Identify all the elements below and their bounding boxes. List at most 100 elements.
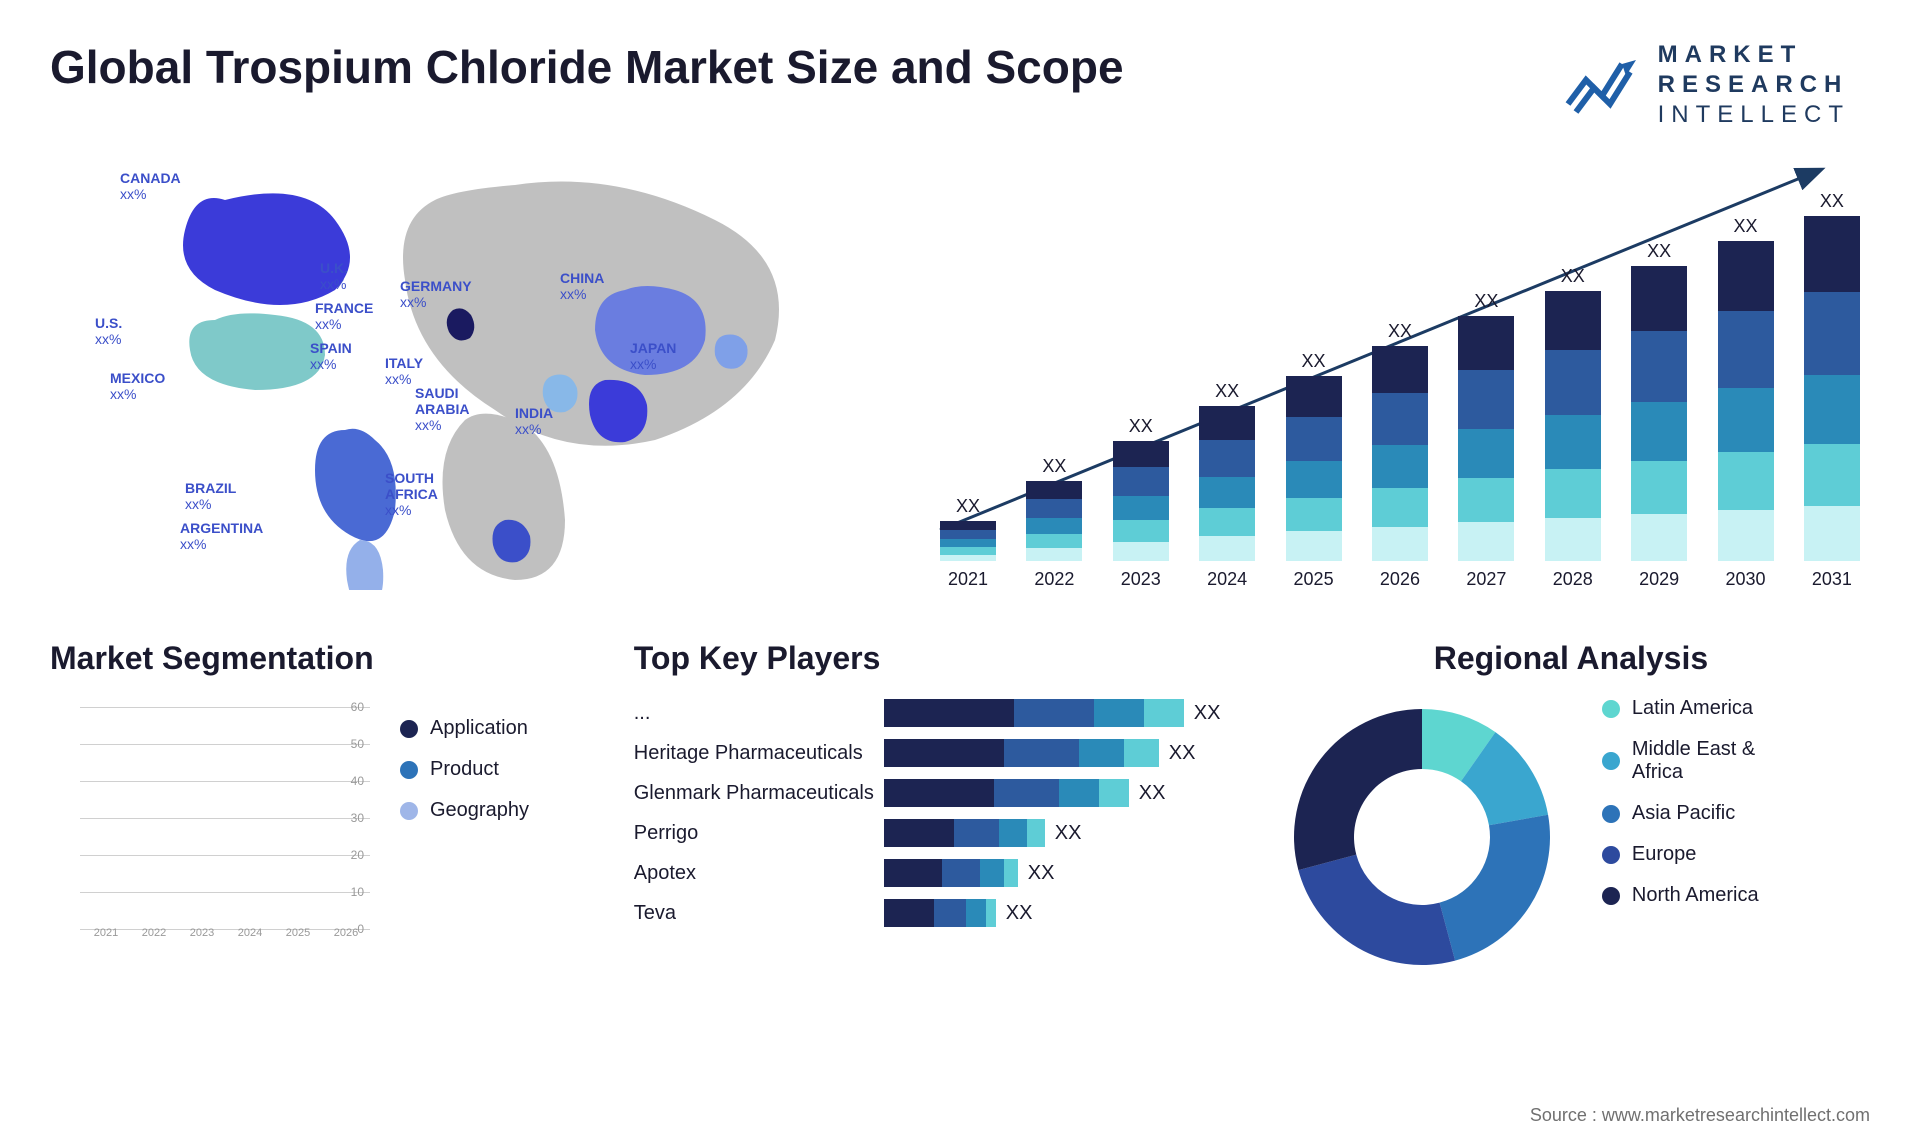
seg-xlabel: 2025 xyxy=(286,927,310,939)
trend-bar-year: 2029 xyxy=(1639,569,1679,590)
seg-bar-2026: 2026 xyxy=(331,923,361,939)
seg-bar-2023: 2023 xyxy=(187,923,217,939)
seg-xlabel: 2024 xyxy=(238,927,262,939)
seg-bar-2021: 2021 xyxy=(91,923,121,939)
logo-icon xyxy=(1564,52,1644,118)
kp-label: Perrigo xyxy=(634,822,884,845)
trend-bar-value: XX xyxy=(1734,216,1758,237)
segmentation-legend: Application Product Geography xyxy=(400,697,529,840)
kp-value: XX xyxy=(1028,862,1055,885)
logo-line1: MARKET xyxy=(1658,40,1850,70)
segmentation-title: Market Segmentation xyxy=(50,640,594,677)
map-label-u-k-: U.K.xx% xyxy=(320,260,348,292)
regional-title: Regional Analysis xyxy=(1272,640,1870,677)
map-label-saudi-arabia: SAUDIARABIAxx% xyxy=(415,385,469,433)
map-label-india: INDIAxx% xyxy=(515,405,553,437)
brand-logo: MARKET RESEARCH INTELLECT xyxy=(1564,40,1870,130)
world-map-panel: CANADAxx% U.S.xx% MEXICOxx% BRAZILxx% ARGENT… xyxy=(50,160,900,590)
map-label-south-africa: SOUTHAFRICAxx% xyxy=(385,470,438,518)
trend-bar-year: 2025 xyxy=(1294,569,1334,590)
trend-bar-2021: XX 2021 xyxy=(940,496,996,590)
trend-bar-year: 2021 xyxy=(948,569,988,590)
logo-line3: INTELLECT xyxy=(1658,100,1850,130)
regional-legend-item: Asia Pacific xyxy=(1602,802,1802,825)
kp-value: XX xyxy=(1006,902,1033,925)
seg-legend-item: Geography xyxy=(400,799,529,822)
trend-bar-value: XX xyxy=(1474,291,1498,312)
page-title: Global Trospium Chloride Market Size and… xyxy=(50,40,1124,94)
seg-bar-2024: 2024 xyxy=(235,923,265,939)
source-attribution: Source : www.marketresearchintellect.com xyxy=(1530,1105,1870,1126)
map-label-mexico: MEXICOxx% xyxy=(110,370,165,402)
map-label-canada: CANADAxx% xyxy=(120,170,181,202)
trend-bar-value: XX xyxy=(1129,416,1153,437)
kp-row: Teva XX xyxy=(634,897,1232,929)
trend-bar-2029: XX 2029 xyxy=(1631,241,1687,590)
trend-bar-2022: XX 2022 xyxy=(1026,456,1082,590)
key-players-title: Top Key Players xyxy=(634,640,1232,677)
donut-slice xyxy=(1298,855,1455,965)
segmentation-panel: Market Segmentation 01020304050602021202… xyxy=(50,640,594,977)
seg-xlabel: 2026 xyxy=(334,927,358,939)
seg-legend-item: Application xyxy=(400,717,529,740)
segmentation-chart: 0102030405060202120222023202420252026 xyxy=(50,697,370,957)
kp-value: XX xyxy=(1169,742,1196,765)
donut-slice xyxy=(1439,815,1549,961)
seg-bar-2022: 2022 xyxy=(139,923,169,939)
map-label-japan: JAPANxx% xyxy=(630,340,676,372)
regional-donut xyxy=(1272,697,1572,977)
kp-row: Heritage Pharmaceuticals XX xyxy=(634,737,1232,769)
kp-value: XX xyxy=(1055,822,1082,845)
kp-value: XX xyxy=(1139,782,1166,805)
trend-bar-year: 2027 xyxy=(1466,569,1506,590)
seg-xlabel: 2023 xyxy=(190,927,214,939)
seg-legend-item: Product xyxy=(400,758,529,781)
trend-bar-2026: XX 2026 xyxy=(1372,321,1428,590)
map-label-u-s-: U.S.xx% xyxy=(95,315,122,347)
trend-bar-2025: XX 2025 xyxy=(1286,351,1342,590)
seg-xlabel: 2021 xyxy=(94,927,118,939)
trend-bar-value: XX xyxy=(1042,456,1066,477)
trend-bar-2031: XX2031 xyxy=(1804,191,1860,590)
trend-bar-2024: XX 2024 xyxy=(1199,381,1255,590)
kp-value: XX xyxy=(1194,702,1221,725)
trend-bar-2023: XX2023 xyxy=(1113,416,1169,590)
seg-bar-2025: 2025 xyxy=(283,923,313,939)
map-label-france: FRANCExx% xyxy=(315,300,373,332)
trend-bar-2027: XX 2027 xyxy=(1458,291,1514,590)
trend-bar-year: 2028 xyxy=(1553,569,1593,590)
kp-row: Glenmark Pharmaceuticals XX xyxy=(634,777,1232,809)
trend-bar-value: XX xyxy=(1215,381,1239,402)
regional-legend-item: North America xyxy=(1602,884,1802,907)
kp-label: Apotex xyxy=(634,862,884,885)
kp-row: ... XX xyxy=(634,697,1232,729)
kp-label: Glenmark Pharmaceuticals xyxy=(634,782,884,805)
trend-bar-value: XX xyxy=(956,496,980,517)
trend-bar-2030: XX 2030 xyxy=(1718,216,1774,590)
trend-bar-value: XX xyxy=(1647,241,1671,262)
key-players-chart: ...XXHeritage PharmaceuticalsXXGlenmark … xyxy=(634,697,1232,929)
regional-legend: Latin AmericaMiddle East & AfricaAsia Pa… xyxy=(1602,697,1802,925)
trend-bar-value: XX xyxy=(1561,266,1585,287)
kp-row: Perrigo XX xyxy=(634,817,1232,849)
regional-legend-item: Latin America xyxy=(1602,697,1802,720)
growth-trend-chart: XX2021XX2022XX2023XX2024XX2025XX2026XX20… xyxy=(930,160,1870,590)
trend-bar-value: XX xyxy=(1302,351,1326,372)
key-players-panel: Top Key Players ...XXHeritage Pharmaceut… xyxy=(634,640,1232,977)
trend-bar-year: 2022 xyxy=(1034,569,1074,590)
map-label-germany: GERMANYxx% xyxy=(400,278,472,310)
regional-legend-item: Europe xyxy=(1602,843,1802,866)
trend-bar-year: 2030 xyxy=(1725,569,1765,590)
trend-bar-value: XX xyxy=(1820,191,1844,212)
regional-panel: Regional Analysis Latin AmericaMiddle Ea… xyxy=(1272,640,1870,977)
map-label-brazil: BRAZILxx% xyxy=(185,480,236,512)
trend-bar-value: XX xyxy=(1388,321,1412,342)
trend-bar-year: 2024 xyxy=(1207,569,1247,590)
kp-label: Heritage Pharmaceuticals xyxy=(634,742,884,765)
trend-bar-year: 2026 xyxy=(1380,569,1420,590)
kp-label: Teva xyxy=(634,902,884,925)
map-label-argentina: ARGENTINAxx% xyxy=(180,520,263,552)
world-map xyxy=(50,160,900,590)
kp-label: ... xyxy=(634,702,884,725)
kp-row: Apotex XX xyxy=(634,857,1232,889)
